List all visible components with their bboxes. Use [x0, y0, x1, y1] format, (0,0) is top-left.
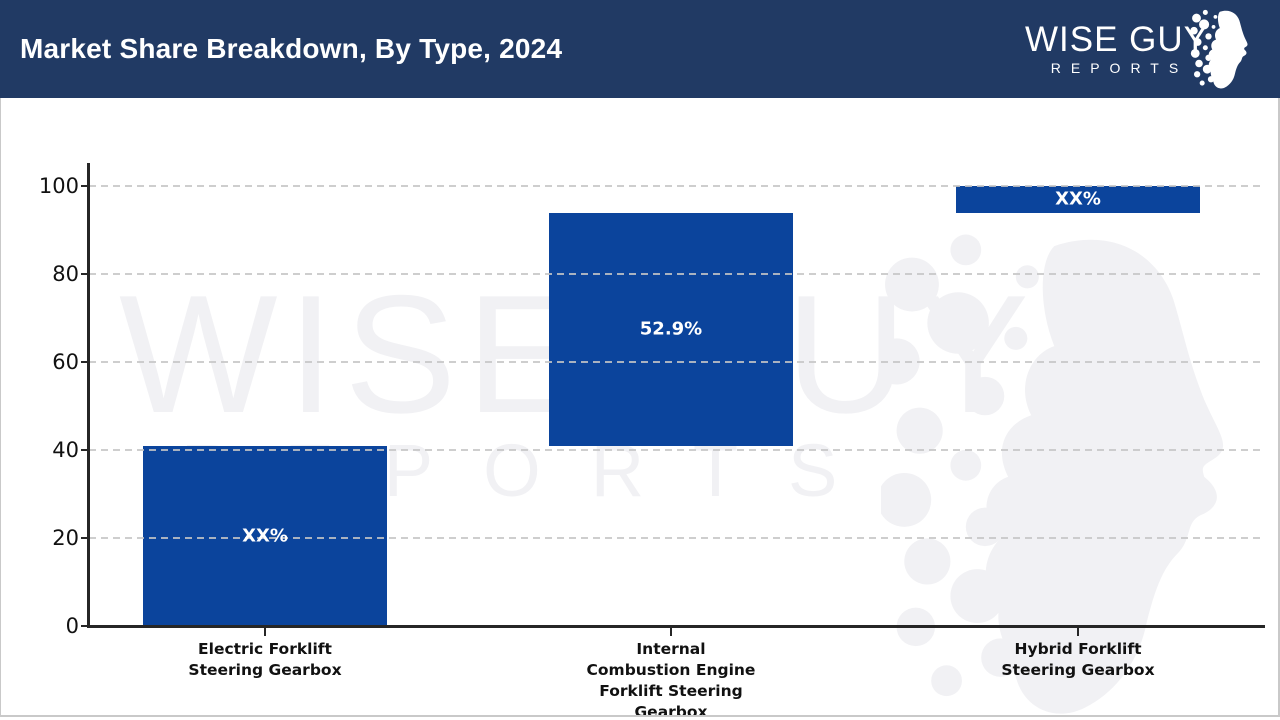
y-tick-mark	[81, 361, 89, 363]
brand-name: WISE GUY	[1024, 20, 1208, 59]
y-tick-mark	[81, 449, 89, 451]
category-label: Electric Forklift Steering Gearbox	[188, 640, 342, 679]
x-tick-mark	[1077, 628, 1079, 636]
bar-segment	[956, 186, 1200, 213]
brand-subname: REPORTS	[1050, 60, 1189, 76]
y-axis-line	[87, 163, 90, 627]
bar-value-label: XX%	[1055, 188, 1101, 210]
x-axis-line	[87, 625, 1265, 628]
y-tick-mark	[81, 537, 89, 539]
y-tick-mark	[81, 185, 89, 187]
bar-segment	[549, 212, 793, 446]
y-tick-label: 0	[65, 614, 79, 638]
gridline	[89, 361, 1265, 363]
page-title: Market Share Breakdown, By Type, 2024	[20, 33, 563, 64]
bar-value-label: XX%	[242, 525, 288, 547]
gridline	[89, 185, 1265, 187]
header-bar: Market Share Breakdown, By Type, 2024 WI…	[0, 0, 1280, 98]
logo-face-icon	[1190, 9, 1248, 89]
x-tick-mark	[264, 628, 266, 636]
gridline	[89, 273, 1265, 275]
y-tick-label: 20	[52, 526, 79, 550]
bar-segment	[143, 445, 387, 626]
x-tick-mark	[670, 628, 672, 636]
y-tick-mark	[81, 625, 89, 627]
y-tick-label: 100	[38, 174, 79, 198]
bar-value-label: 52.9%	[639, 318, 703, 340]
gridline	[89, 449, 1265, 451]
chart-canvas: WISE GUY REPORTS XX% 52.9% XX% 0 20 40 60 80 100…	[0, 98, 1280, 717]
y-tick-label: 60	[52, 350, 79, 374]
gridline	[89, 537, 1265, 539]
category-label: Internal Combustion Engine Forklift Steeri…	[586, 640, 756, 717]
category-label: Hybrid Forklift Steering Gearbox	[1001, 640, 1155, 679]
y-tick-label: 40	[52, 438, 79, 462]
y-tick-label: 80	[52, 262, 79, 286]
brand-logo-text: WISE GUY REPORTS	[1024, 20, 1208, 77]
watermark-face-icon	[881, 234, 1224, 714]
brand-logo: WISE GUY REPORTS	[1016, 6, 1266, 92]
y-tick-mark	[81, 273, 89, 275]
